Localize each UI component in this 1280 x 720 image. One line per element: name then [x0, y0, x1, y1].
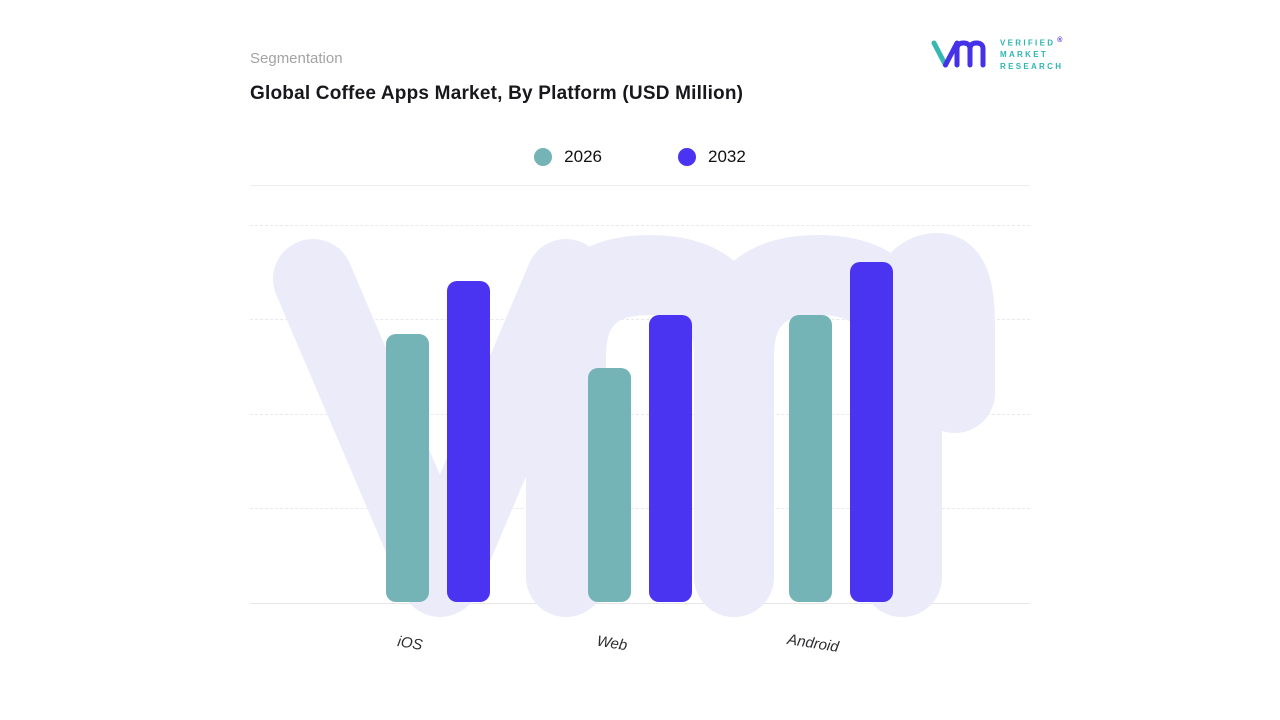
segmentation-label: Segmentation [250, 50, 343, 67]
legend-dot-2032-icon [678, 148, 696, 166]
legend-separator [250, 185, 1030, 186]
bar-2032-Web [649, 315, 692, 602]
logo-line-2: MARKET [1000, 50, 1049, 60]
legend-dot-2026-icon [534, 148, 553, 166]
bar-2032-Android [850, 262, 893, 602]
plot-area: iOS Web Android [250, 225, 1030, 656]
page-title: Global Coffee Apps Market, By Platform (… [250, 83, 744, 104]
gridline [250, 508, 1030, 509]
vmr-watermark [273, 233, 995, 617]
bar-2026-Web [588, 368, 631, 602]
gridline [250, 225, 1030, 226]
x-axis-baseline [250, 603, 1030, 604]
legend: 2026 2032 [250, 147, 1030, 167]
bar-2026-Android [789, 315, 832, 602]
legend-item-2026: 2026 [534, 147, 602, 167]
x-axis-label-Android: Android [786, 631, 840, 656]
gridline [250, 319, 1030, 320]
logo-line-3: RESEARCH [1000, 62, 1064, 72]
bar-2026-iOS [386, 334, 429, 602]
vmr-logo-text: VERIFIED ® MARKET RESEARCH [1000, 36, 1065, 73]
logo-line-1: VERIFIED ® [1000, 36, 1065, 48]
legend-label-2032: 2032 [708, 147, 746, 166]
legend-label-2026: 2026 [564, 147, 602, 166]
x-axis-label-iOS: iOS [396, 633, 424, 654]
registered-mark: ® [1057, 36, 1065, 44]
vmr-logo: VERIFIED ® MARKET RESEARCH [928, 34, 1065, 74]
gridline [250, 414, 1030, 415]
vmr-monogram-icon [931, 40, 986, 68]
legend-item-2032: 2032 [678, 147, 746, 167]
x-axis-label-Web: Web [595, 632, 629, 655]
bar-2032-iOS [447, 281, 490, 602]
